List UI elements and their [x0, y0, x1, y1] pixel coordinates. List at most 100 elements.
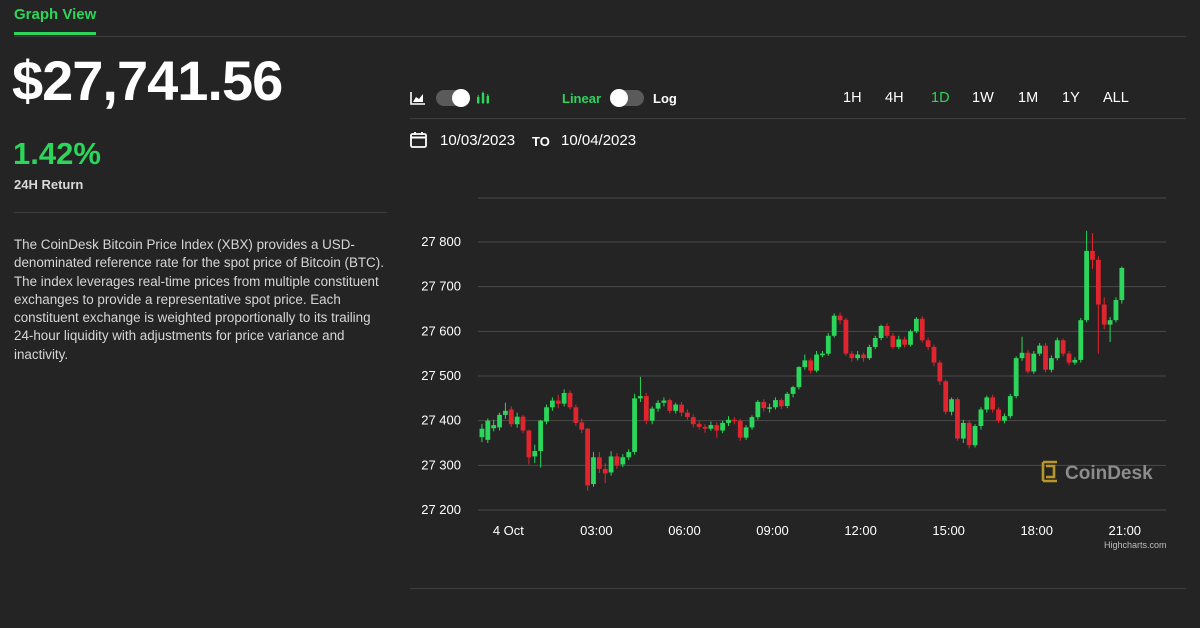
linear-scale-label[interactable]: Linear [562, 91, 602, 106]
active-tab-indicator [14, 32, 96, 35]
candle [620, 454, 626, 468]
candle-body [861, 354, 866, 359]
range-1h-button[interactable]: 1H [843, 90, 862, 106]
candle [896, 335, 902, 350]
candle [919, 316, 925, 343]
candle [1054, 337, 1060, 361]
candle [626, 449, 632, 460]
candle [1113, 297, 1119, 323]
range-1y-button[interactable]: 1Y [1062, 90, 1080, 106]
range-all-button[interactable]: ALL [1103, 90, 1129, 106]
candle-body [544, 407, 549, 422]
range-1m-button[interactable]: 1M [1018, 90, 1039, 106]
candle [955, 397, 960, 441]
candle-body [1072, 359, 1078, 363]
candle-body [749, 417, 755, 428]
candle [544, 404, 549, 425]
candle-body [702, 426, 708, 429]
candle [632, 393, 637, 455]
candle-body [820, 353, 825, 356]
candle [1066, 350, 1072, 366]
x-axis-labels: 4 Oct 03:00 06:00 09:00 12:00 15:00 18:00 21:00 [493, 523, 1141, 538]
candle-body [1078, 320, 1084, 360]
candle [655, 400, 661, 412]
candle [984, 395, 990, 413]
candle [673, 402, 679, 414]
candle [884, 323, 890, 339]
chart-type-toggle[interactable] [436, 89, 470, 107]
candle [867, 344, 872, 360]
candle [1037, 342, 1043, 356]
candle [731, 417, 737, 425]
candle-body [1095, 259, 1101, 305]
candle [1078, 317, 1084, 363]
candle-body [773, 400, 778, 408]
candle [743, 425, 749, 440]
highcharts-credit[interactable]: Highcharts.com [1104, 540, 1167, 550]
x-tick-label: 09:00 [756, 523, 789, 538]
candle [679, 401, 684, 417]
candle-body [497, 414, 502, 428]
candle [1107, 317, 1113, 343]
current-price: $27,741.56 [12, 49, 283, 112]
candle [1019, 336, 1025, 361]
candle-body [673, 404, 679, 411]
graph-view-tab-label[interactable]: Graph View [14, 6, 97, 23]
candle [1095, 256, 1101, 354]
calendar-icon[interactable] [410, 131, 427, 148]
y-tick-label: 27 800 [421, 234, 461, 249]
candle [661, 397, 667, 407]
x-tick-label: 06:00 [668, 523, 701, 538]
area-chart-icon[interactable] [410, 91, 426, 105]
candle [814, 350, 819, 373]
candle-body [1007, 396, 1013, 417]
candle-body [661, 400, 667, 403]
coindesk-watermark-text: CoinDesk [1065, 463, 1153, 484]
candle [591, 451, 596, 487]
candlestick-chart-icon[interactable] [476, 91, 490, 105]
log-scale-label[interactable]: Log [653, 91, 677, 106]
candle [749, 415, 755, 430]
candle-body [567, 392, 573, 408]
price-candlestick-chart[interactable]: 27 200 27 300 27 400 27 500 27 600 27 700 27 8… [400, 190, 1180, 555]
candle-body [585, 428, 591, 486]
date-from-input[interactable]: 10/03/2023 [440, 132, 516, 149]
candle-body [790, 387, 796, 394]
candle [1031, 350, 1037, 374]
candle [1084, 230, 1090, 323]
date-to-label: TO [532, 134, 550, 149]
candle [972, 424, 978, 448]
candle-body [667, 400, 673, 411]
candle-body [890, 335, 896, 347]
candle-body [503, 410, 508, 415]
range-1w-button[interactable]: 1W [972, 90, 994, 106]
candle-body [743, 427, 749, 438]
candle-body [902, 339, 908, 345]
candle-body [655, 402, 661, 409]
bottom-divider [410, 588, 1186, 589]
y-tick-label: 27 500 [421, 368, 461, 383]
candle-body [596, 457, 602, 469]
range-4h-button[interactable]: 4H [885, 90, 904, 106]
candle [913, 317, 919, 334]
scale-toggle[interactable] [610, 89, 644, 107]
candle [737, 418, 743, 441]
candle [726, 416, 731, 427]
candle [773, 397, 778, 410]
candle-body [996, 409, 1001, 421]
y-tick-label: 27 700 [421, 279, 461, 294]
candle-body [855, 354, 861, 359]
x-tick-label: 21:00 [1109, 523, 1142, 538]
date-to-input[interactable]: 10/04/2023 [561, 132, 637, 149]
candle [503, 402, 508, 419]
summary-divider [14, 212, 387, 213]
candle-body [649, 408, 655, 421]
candle [837, 312, 843, 325]
candle [1072, 357, 1078, 365]
candle [520, 414, 526, 434]
range-1d-button[interactable]: 1D [931, 90, 950, 106]
candle [720, 420, 726, 434]
candle-body [620, 457, 626, 465]
y-tick-label: 27 600 [421, 323, 461, 338]
candle-body [602, 468, 608, 474]
